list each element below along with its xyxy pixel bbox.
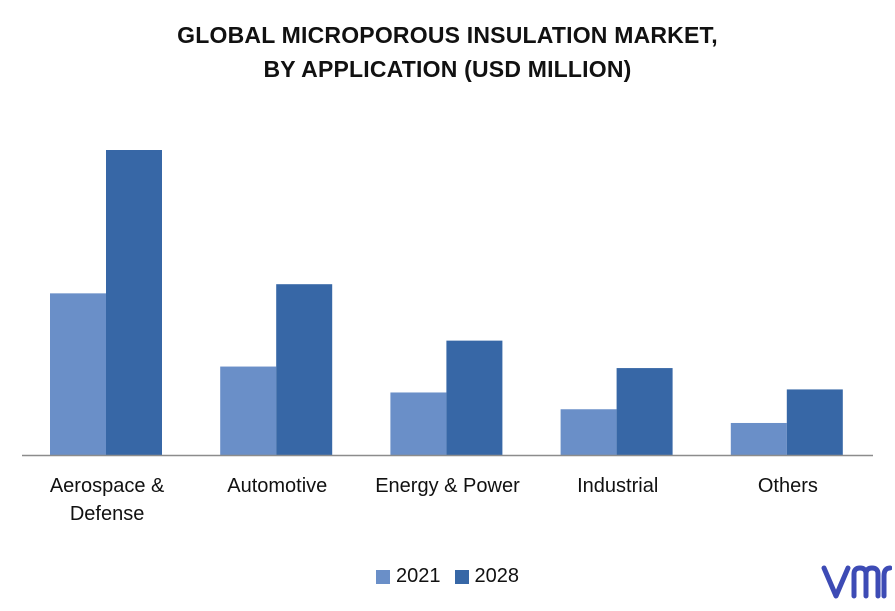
x-tick-label-line: Energy & Power [375, 475, 520, 497]
x-tick-label: Energy & Power [362, 472, 532, 500]
bar-2028-0 [106, 150, 162, 455]
bar-2021-3 [560, 409, 617, 455]
bar-2021-1 [220, 366, 277, 455]
chart-title-line-1: GLOBAL MICROPOROUS INSULATION MARKET, [177, 22, 718, 48]
legend: 2021 2028 [0, 565, 895, 588]
x-tick-label-line: Industrial [577, 475, 659, 497]
bar-2021-0 [50, 293, 106, 455]
bar-2021-4 [730, 422, 787, 455]
legend-item-2021: 2021 [376, 565, 441, 588]
chart-title-line-2: BY APPLICATION (USD MILLION) [263, 56, 632, 82]
chart-title: GLOBAL MICROPOROUS INSULATION MARKET, BY… [0, 18, 895, 86]
legend-swatch-2021 [376, 569, 390, 584]
x-tick-label: Industrial [533, 472, 703, 500]
x-tick-label-line: Aerospace & [49, 475, 165, 497]
x-tick-label: Automotive [192, 472, 362, 500]
x-tick-label-line: Defense [69, 503, 145, 525]
legend-label-2021: 2021 [396, 565, 441, 587]
bar-2028-1 [276, 284, 333, 455]
bar-2028-4 [786, 389, 843, 455]
x-tick-label: Others [703, 472, 873, 500]
legend-item-2028: 2028 [454, 565, 520, 588]
vmr-logo-icon [821, 565, 892, 599]
legend-label-2028: 2028 [474, 565, 520, 587]
bar-2028-3 [616, 368, 673, 455]
bar-2028-2 [446, 340, 503, 455]
bar-2021-2 [390, 392, 447, 455]
x-tick-label-line: Automotive [227, 475, 328, 497]
x-tick-label: Aerospace & Defense [22, 472, 192, 528]
legend-swatch-2028 [454, 569, 469, 584]
x-tick-label-line: Others [757, 475, 818, 497]
